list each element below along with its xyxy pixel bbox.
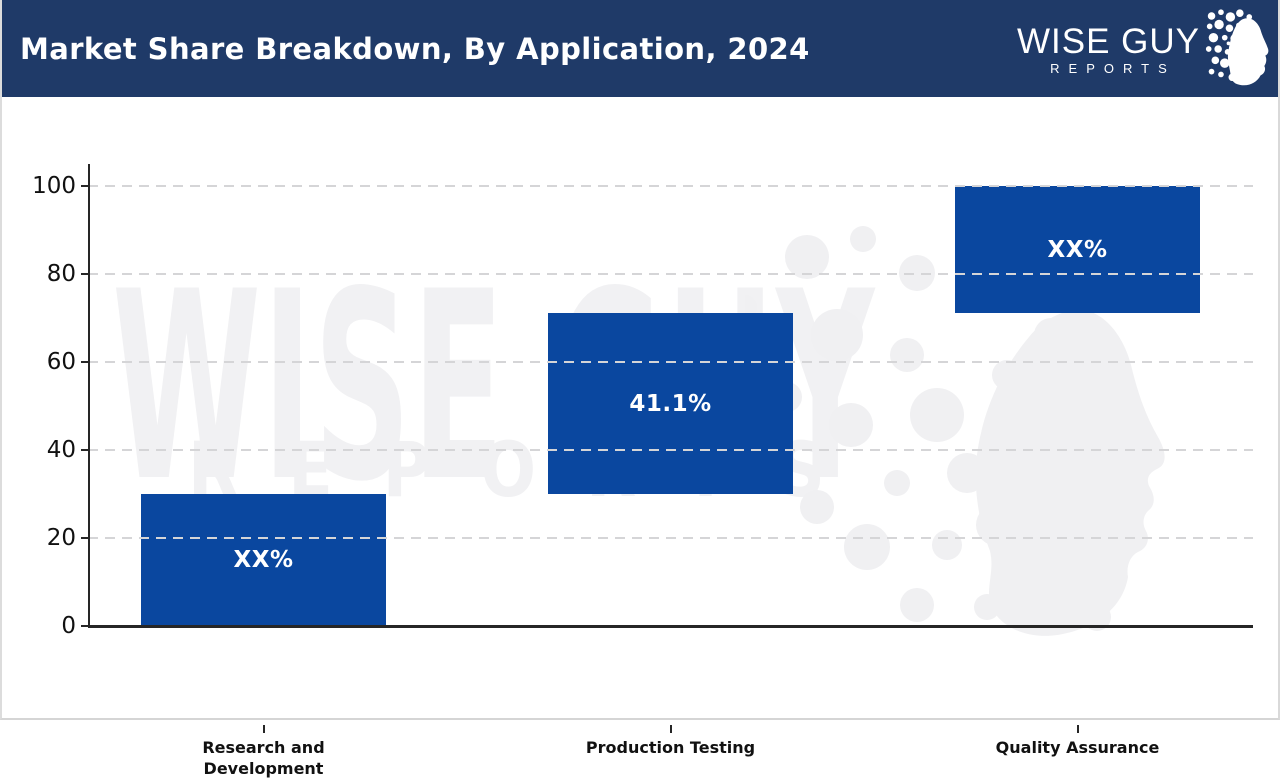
gridline-60 [88, 361, 1253, 363]
wise-guy-logo: WISE GUY REPORTS [1017, 5, 1270, 93]
market-share-chart: 0 20 40 60 80 100 XX% Research and Development 4… [0, 97, 1280, 778]
header-bar: Market Share Breakdown, By Application, … [0, 0, 1280, 97]
bar-value-label-1: XX% [233, 547, 294, 573]
logo-text: WISE GUY REPORTS [1017, 24, 1200, 75]
bar-1: XX% [141, 494, 386, 626]
y-tick-label-20: 20 [46, 525, 76, 551]
x-tick-1 [262, 725, 265, 733]
bar-value-label-2: 41.1% [629, 390, 712, 417]
gridline-80 [88, 273, 1253, 275]
logo-reports-text: REPORTS [1050, 60, 1176, 76]
page-title: Market Share Breakdown, By Application, … [20, 31, 810, 66]
category-label-1: Research and Development [202, 738, 325, 778]
y-tick-60 [81, 361, 88, 363]
gridline-40 [88, 449, 1253, 451]
y-tick-label-0: 0 [61, 613, 76, 639]
category-label-2: Production Testing [585, 738, 756, 757]
logo-wordmark: WISE GUY [1016, 21, 1200, 61]
category-label-3: Quality Assurance [995, 738, 1160, 757]
x-tick-3 [1076, 725, 1079, 733]
x-tick-2 [669, 725, 672, 733]
y-tick-40 [81, 449, 88, 451]
y-tick-20 [81, 537, 88, 539]
y-tick-0 [81, 625, 88, 627]
y-tick-label-40: 40 [46, 437, 76, 463]
y-tick-label-80: 80 [46, 261, 76, 287]
gridline-100 [88, 185, 1253, 187]
y-tick-80 [81, 273, 88, 275]
y-tick-100 [81, 185, 88, 187]
gridline-20 [88, 537, 1253, 539]
y-tick-label-100: 100 [32, 173, 76, 199]
bar-2: 41.1% [548, 313, 793, 494]
logo-dotted-face-icon [1205, 9, 1269, 86]
x-axis-line [88, 625, 1253, 628]
y-axis-line [88, 164, 90, 627]
bar-value-label-3: XX% [1047, 236, 1108, 263]
y-tick-label-60: 60 [46, 349, 76, 375]
bar-3: XX% [955, 186, 1200, 314]
